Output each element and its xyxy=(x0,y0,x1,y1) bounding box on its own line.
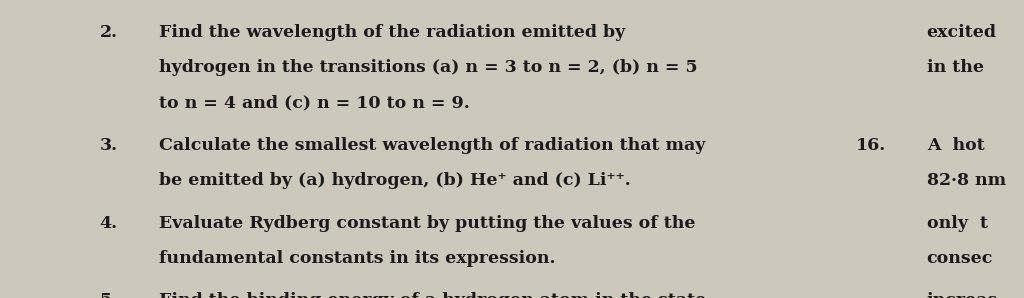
Text: Calculate the smallest wavelength of radiation that may: Calculate the smallest wavelength of rad… xyxy=(159,137,706,154)
Text: Find the binding energy of a hydrogen atom in the state: Find the binding energy of a hydrogen at… xyxy=(159,292,706,298)
Text: consec: consec xyxy=(927,250,993,267)
Text: in the: in the xyxy=(927,59,984,76)
Text: fundamental constants in its expression.: fundamental constants in its expression. xyxy=(159,250,555,267)
Text: be emitted by (a) hydrogen, (b) He⁺ and (c) Li⁺⁺.: be emitted by (a) hydrogen, (b) He⁺ and … xyxy=(159,172,631,189)
Text: increas: increas xyxy=(927,292,998,298)
Text: 3.: 3. xyxy=(99,137,118,154)
Text: 5.: 5. xyxy=(99,292,118,298)
Text: Find the wavelength of the radiation emitted by: Find the wavelength of the radiation emi… xyxy=(159,24,625,41)
Text: excited: excited xyxy=(927,24,996,41)
Text: 2.: 2. xyxy=(99,24,118,41)
Text: Evaluate Rydberg constant by putting the values of the: Evaluate Rydberg constant by putting the… xyxy=(159,215,695,232)
Text: 4.: 4. xyxy=(99,215,118,232)
Text: 82·8 nm: 82·8 nm xyxy=(927,172,1006,189)
Text: 16.: 16. xyxy=(855,137,886,154)
Text: hydrogen in the transitions (a) n = 3 to n = 2, (b) n = 5: hydrogen in the transitions (a) n = 3 to… xyxy=(159,59,697,76)
Text: A  hot: A hot xyxy=(927,137,984,154)
Text: to n = 4 and (c) n = 10 to n = 9.: to n = 4 and (c) n = 10 to n = 9. xyxy=(159,94,469,111)
Text: only  t: only t xyxy=(927,215,988,232)
